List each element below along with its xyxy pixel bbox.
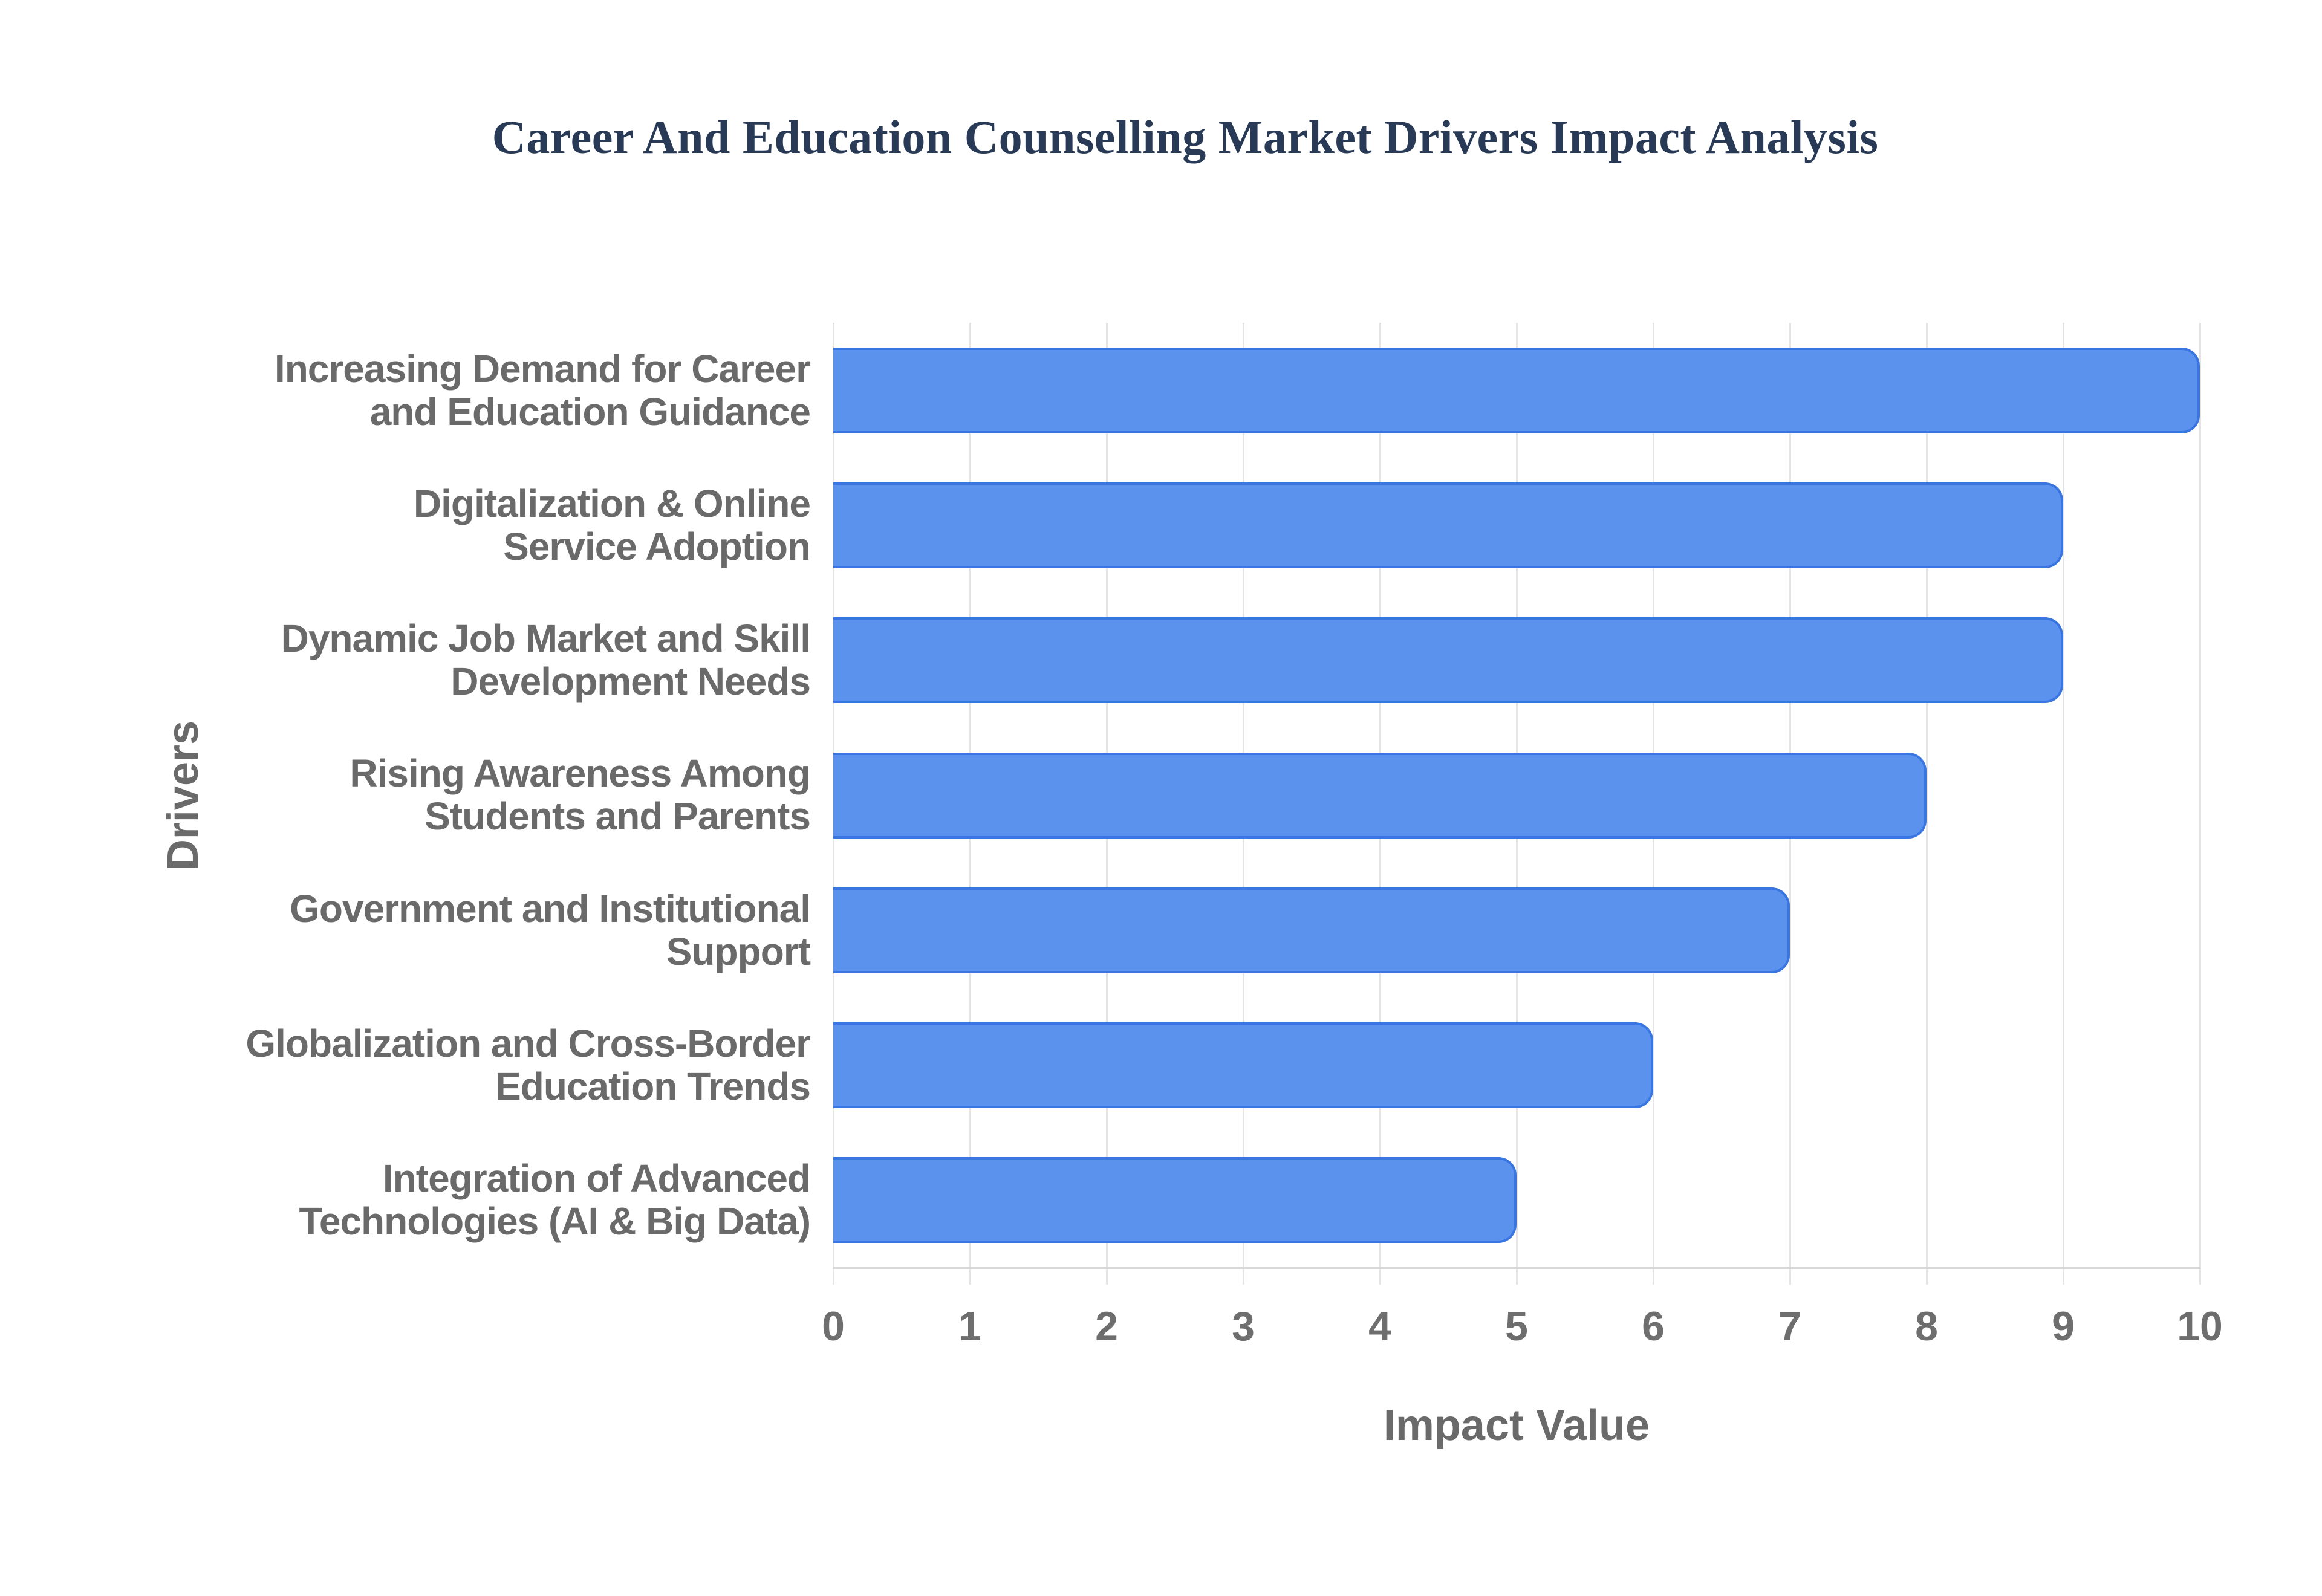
x-tick-label: 6 [1642, 1303, 1665, 1349]
category-label: Globalization and Cross-Border Education … [246, 1022, 811, 1109]
bar [833, 347, 2200, 433]
bar [833, 752, 1927, 839]
category-label: Government and Institutional Support [290, 886, 811, 973]
x-tick-label: 0 [822, 1303, 845, 1349]
chart-title: Career And Education Counselling Market … [492, 111, 1879, 163]
plot-area [833, 323, 2201, 1285]
category-label: Integration of Advanced Technologies (AI … [299, 1156, 811, 1244]
bar [833, 1157, 1517, 1244]
bar [833, 482, 2063, 568]
x-tick-label: 10 [2177, 1303, 2223, 1349]
x-tick-label: 8 [1915, 1303, 1938, 1349]
x-axis-title: Impact Value [1383, 1401, 1650, 1450]
category-label: Rising Awareness Among Students and Paren… [350, 751, 811, 839]
bar [833, 887, 1790, 973]
x-tick-label: 5 [1505, 1303, 1528, 1349]
x-tick-label: 3 [1232, 1303, 1255, 1349]
bar [833, 617, 2063, 704]
x-tick-label: 7 [1778, 1303, 1801, 1349]
bar [833, 1022, 1653, 1109]
category-label: Digitalization & Online Service Adoption [413, 481, 811, 568]
category-labels-column: Increasing Demand for Career and Educatio… [0, 323, 811, 1268]
x-tick-label: 4 [1368, 1303, 1391, 1349]
category-label: Dynamic Job Market and Skill Development … [281, 617, 811, 704]
x-tick-label: 1 [958, 1303, 981, 1349]
gridline [2199, 323, 2201, 1285]
x-axis-line [833, 1267, 2200, 1269]
gridline [1926, 323, 1928, 1285]
gridline [2063, 323, 2064, 1285]
category-label: Increasing Demand for Career and Educatio… [274, 346, 811, 433]
x-tick-label: 2 [1095, 1303, 1118, 1349]
x-tick-label: 9 [2052, 1303, 2075, 1349]
